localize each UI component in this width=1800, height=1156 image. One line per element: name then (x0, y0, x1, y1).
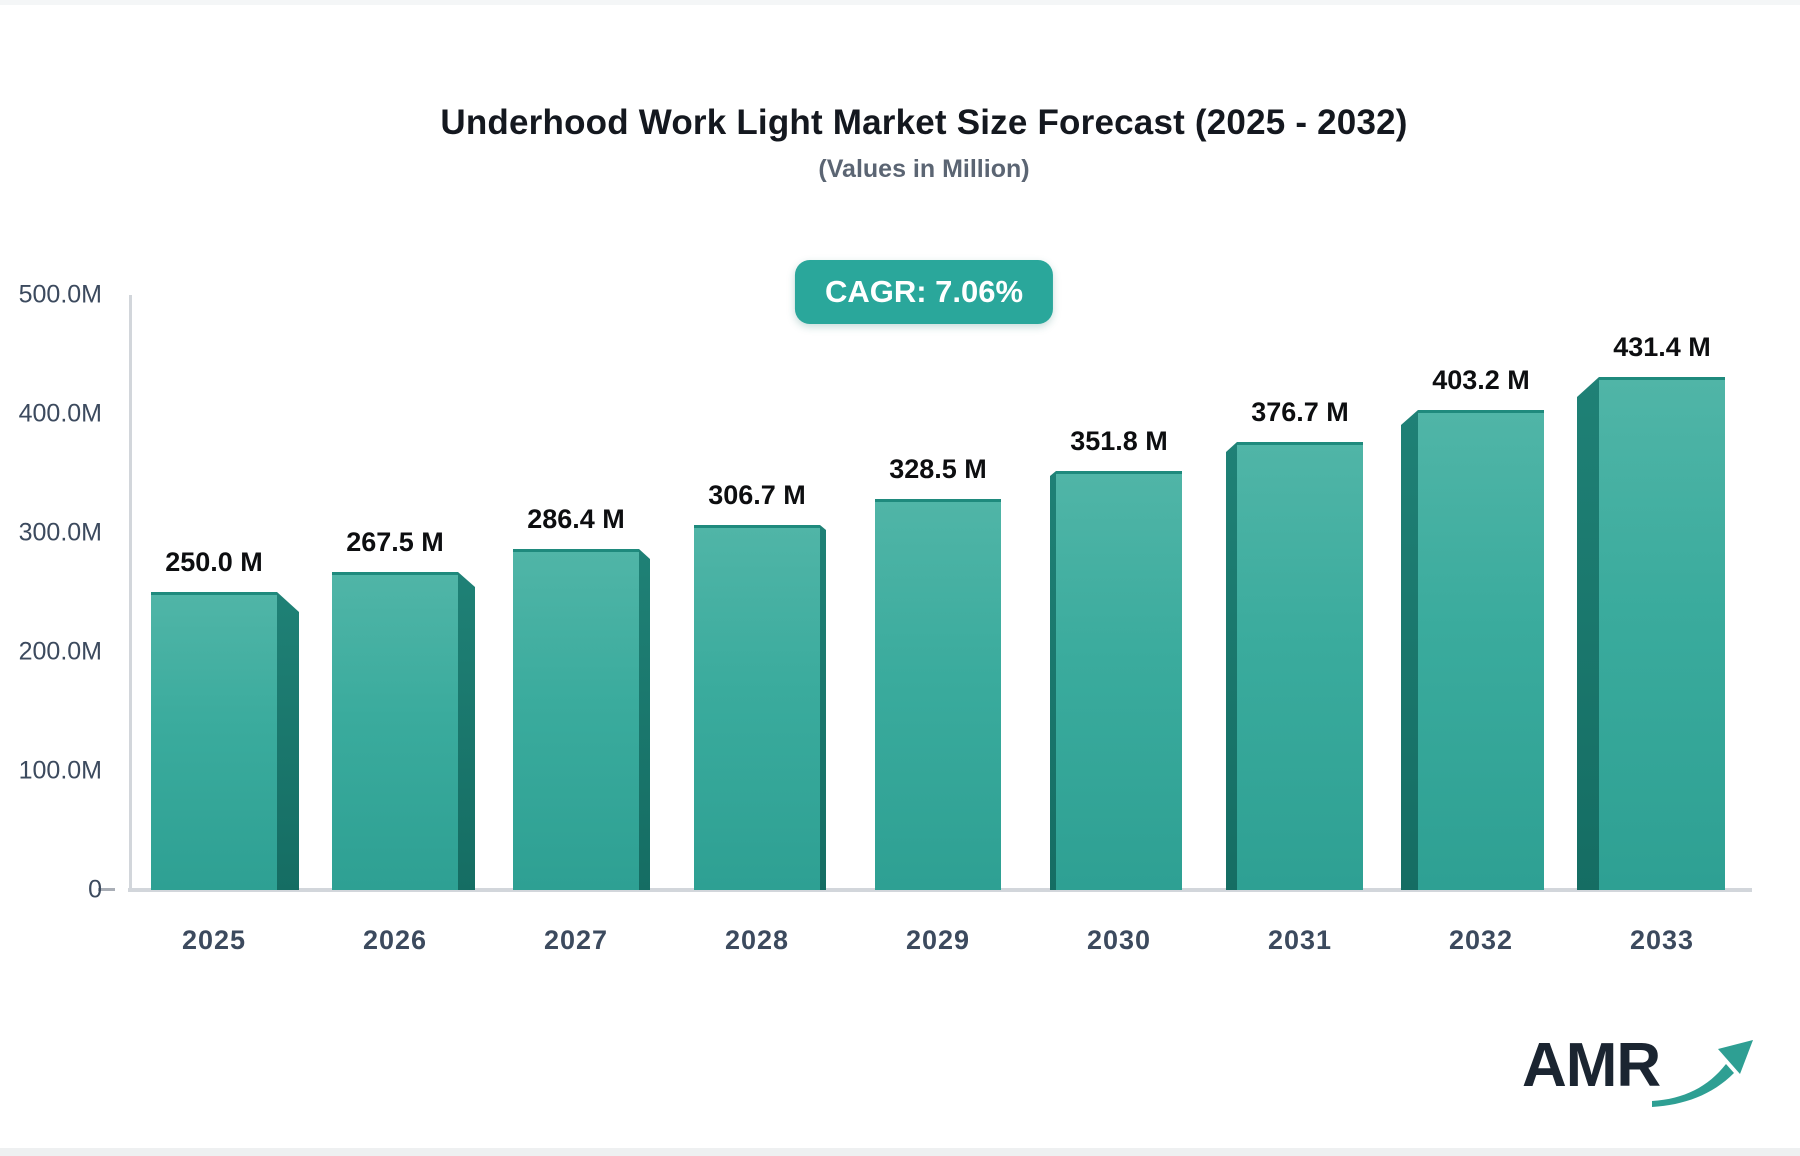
y-axis-label: 300.0M (18, 518, 102, 547)
bar-side-face (1401, 410, 1418, 890)
x-axis-label: 2033 (1629, 925, 1695, 955)
x-axis-label: 2026 (362, 925, 428, 955)
bar[interactable] (151, 592, 277, 890)
bar-value-label: 431.4 M (1613, 332, 1711, 362)
bar[interactable] (1599, 377, 1725, 890)
x-axis-label: 2031 (1267, 925, 1333, 955)
y-axis-label: 500.0M (18, 280, 102, 309)
x-axis-label: 2030 (1086, 925, 1152, 955)
bar[interactable] (332, 572, 458, 890)
y-axis-label: 0 (88, 875, 102, 904)
x-axis-baseline (128, 888, 1752, 892)
bar-value-label: 328.5 M (889, 454, 987, 484)
bar-side-face (458, 572, 475, 890)
amr-logo-text: AMR (1522, 1031, 1661, 1100)
bar-value-label: 286.4 M (527, 504, 625, 534)
bar[interactable] (875, 499, 1001, 890)
x-axis-label: 2025 (181, 925, 247, 955)
zero-tick-mark (98, 888, 115, 891)
bar-value-label: 306.7 M (708, 480, 806, 510)
x-axis-label: 2029 (905, 925, 971, 955)
bar[interactable] (513, 549, 639, 890)
growth-arrow-icon (1652, 1040, 1754, 1107)
bar-side-face (1577, 377, 1599, 890)
bar-side-face (1050, 471, 1056, 890)
x-axis-label: 2027 (543, 925, 609, 955)
chart-title: Underhood Work Light Market Size Forecas… (440, 103, 1408, 142)
y-axis-label: 200.0M (18, 637, 102, 666)
cagr-badge: CAGR: 7.06% (794, 260, 1054, 324)
y-axis-line (129, 295, 132, 892)
bar[interactable] (1056, 471, 1182, 890)
bar[interactable] (1418, 410, 1544, 890)
bar-value-label: 250.0 M (165, 547, 263, 577)
x-axis-label: 2032 (1448, 925, 1514, 955)
bar-value-label: 267.5 M (346, 527, 444, 557)
bar-chart-plot-area: 500.0M 400.0M 300.0M 200.0M 100.0M 0 250.0 M 20… (0, 5, 1800, 1148)
bar[interactable] (694, 525, 820, 890)
bar-value-label: 351.8 M (1070, 426, 1168, 456)
bar-side-face (1226, 442, 1237, 890)
chart-subtitle: (Values in Million) (818, 155, 1030, 183)
bar-side-face (639, 549, 650, 890)
bar-side-face (820, 525, 826, 890)
bar-value-label: 376.7 M (1251, 397, 1349, 427)
bar[interactable] (1237, 442, 1363, 890)
bar-side-face (277, 592, 299, 890)
x-axis-label: 2028 (724, 925, 790, 955)
y-axis-label: 400.0M (18, 399, 102, 428)
amr-logo: AMR (1522, 1035, 1760, 1111)
y-axis-label: 100.0M (18, 756, 102, 785)
bar-value-label: 403.2 M (1432, 365, 1530, 395)
